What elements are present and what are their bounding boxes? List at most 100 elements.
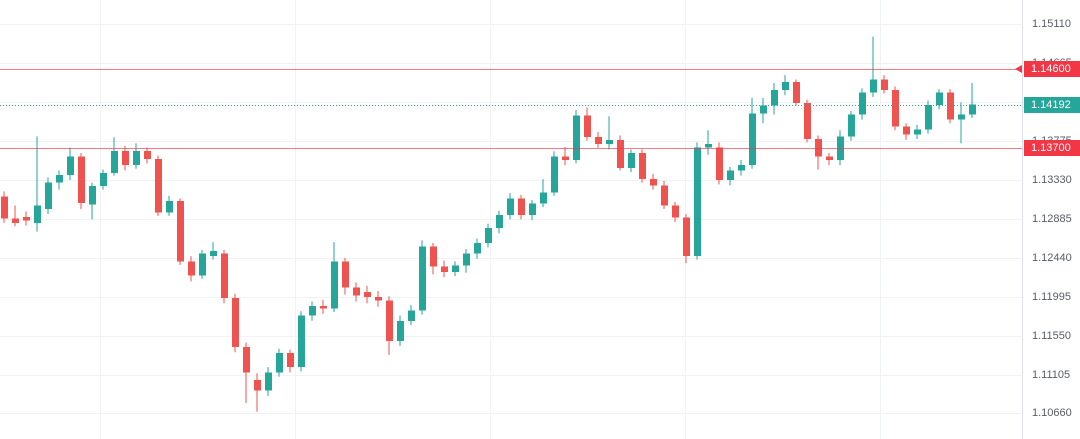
candle <box>397 315 404 347</box>
y-axis-tick: 1.11105 <box>1032 368 1071 381</box>
candle <box>606 116 613 150</box>
candle <box>507 193 514 220</box>
candle <box>903 123 910 140</box>
candle <box>56 170 63 190</box>
candle <box>595 131 602 148</box>
candle <box>232 293 239 353</box>
candle <box>287 349 294 373</box>
candle <box>496 210 503 234</box>
candle <box>23 211 30 226</box>
candle <box>298 311 305 372</box>
candle <box>254 373 261 412</box>
candle <box>859 88 866 120</box>
candle <box>342 257 349 295</box>
candle <box>749 97 756 169</box>
candle <box>661 180 668 209</box>
candle <box>89 182 96 220</box>
candle <box>562 146 569 166</box>
candle <box>331 242 338 313</box>
price-label-support: 1.13700 <box>1024 139 1080 156</box>
candle <box>452 261 459 277</box>
candle <box>67 147 74 181</box>
y-axis-tick: 1.12885 <box>1032 212 1072 225</box>
price-line-arrow-icon <box>1015 65 1022 74</box>
chart-canvas[interactable] <box>0 0 1022 439</box>
candle <box>221 249 228 304</box>
candle <box>177 198 184 265</box>
y-axis-tick: 1.11550 <box>1032 329 1071 342</box>
candle <box>881 75 888 94</box>
candle <box>771 83 778 115</box>
candle <box>375 291 382 307</box>
y-axis-tick: 1.12440 <box>1032 251 1072 264</box>
candle <box>760 97 767 124</box>
candle <box>650 173 657 190</box>
candle <box>210 242 217 260</box>
candle <box>419 240 426 315</box>
candle <box>925 100 932 134</box>
candle <box>793 79 800 106</box>
candle <box>628 149 635 173</box>
candle <box>430 242 437 275</box>
candle <box>540 179 547 208</box>
candle <box>188 256 195 282</box>
candle <box>969 83 976 118</box>
candle <box>12 205 19 227</box>
candle <box>243 342 250 403</box>
candle <box>364 285 371 304</box>
candle <box>782 75 789 96</box>
candle <box>485 223 492 248</box>
candle <box>111 137 118 176</box>
candle <box>276 348 283 377</box>
candle <box>441 260 448 278</box>
candle <box>738 159 745 176</box>
candle <box>947 89 954 124</box>
candle <box>529 200 536 221</box>
candle <box>573 110 580 164</box>
candle <box>639 149 646 183</box>
candle <box>155 155 162 216</box>
candle <box>386 296 393 355</box>
y-axis-tick: 1.13330 <box>1032 174 1072 187</box>
price-label-resistance: 1.14600 <box>1024 61 1080 78</box>
candle <box>166 195 173 216</box>
candle <box>133 143 140 169</box>
y-axis-tick: 1.15110 <box>1032 18 1071 31</box>
price-label-last-price: 1.14192 <box>1024 96 1080 113</box>
candle <box>958 102 965 144</box>
candle <box>936 89 943 110</box>
candle <box>45 177 52 215</box>
price-axis[interactable]: 1.10660 1.11105 1.11550 1.11995 1.12440 1.128… <box>1022 0 1080 439</box>
candle <box>1 191 8 223</box>
candle <box>122 145 129 171</box>
candle <box>848 110 855 141</box>
candle <box>584 107 591 141</box>
candle <box>320 299 327 314</box>
candle <box>199 249 206 279</box>
y-axis-tick: 1.10660 <box>1032 407 1072 420</box>
candle <box>34 136 41 232</box>
candle <box>804 99 811 143</box>
candle <box>683 214 690 264</box>
candle <box>518 194 525 220</box>
candle <box>727 166 734 186</box>
candle <box>617 135 624 171</box>
candle <box>474 238 481 259</box>
candle <box>463 249 470 273</box>
candle <box>551 151 558 196</box>
candle <box>826 152 833 166</box>
candle <box>694 142 701 260</box>
candle <box>837 130 844 166</box>
candle <box>100 169 107 190</box>
candle <box>408 305 415 326</box>
candle <box>815 135 822 170</box>
candle <box>870 36 877 98</box>
candle <box>265 367 272 396</box>
candle <box>914 124 921 139</box>
candle <box>672 201 679 223</box>
candle <box>78 152 85 209</box>
y-axis-tick: 1.11995 <box>1032 290 1071 303</box>
candle <box>144 147 151 164</box>
candle <box>353 282 360 302</box>
